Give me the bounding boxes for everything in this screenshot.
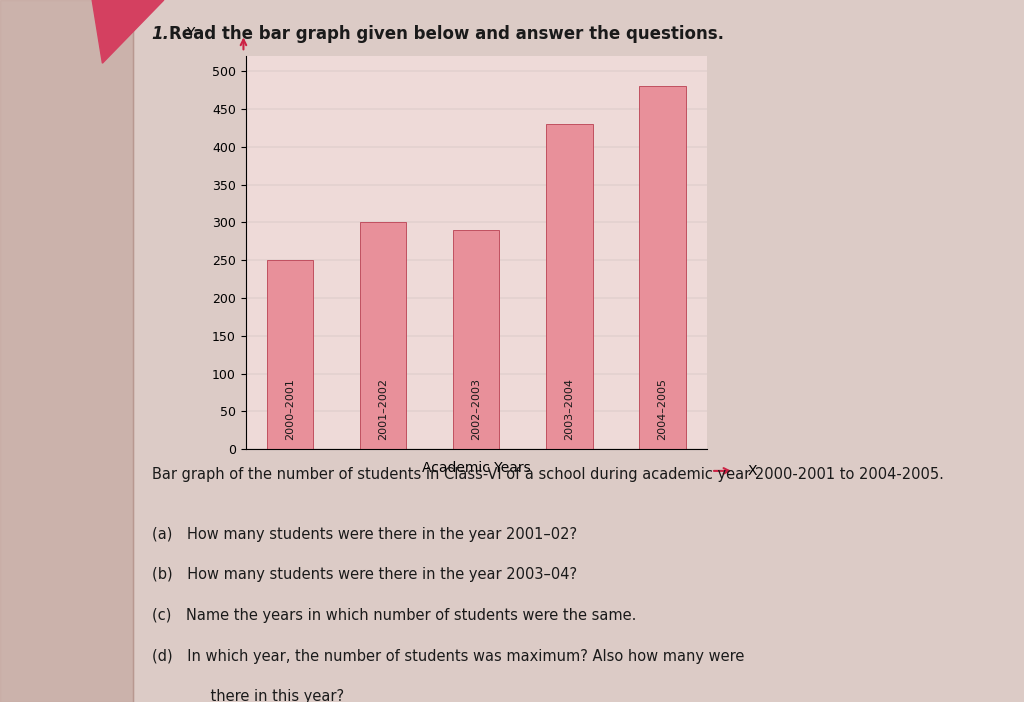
Bar <box>546 124 593 449</box>
Text: there in this year?: there in this year? <box>152 689 344 702</box>
Text: (a) How many students were there in the year 2001–02?: (a) How many students were there in the … <box>152 526 577 541</box>
Bar <box>266 260 313 449</box>
Bar <box>453 230 500 449</box>
Text: (b) How many students were there in the year 2003–04?: (b) How many students were there in the … <box>152 567 577 582</box>
Text: (c) Name the years in which number of students were the same.: (c) Name the years in which number of st… <box>152 608 636 623</box>
Text: Read the bar graph given below and answer the questions.: Read the bar graph given below and answe… <box>169 25 724 43</box>
Text: Bar graph of the number of students in Class-VI of a school during academic year: Bar graph of the number of students in C… <box>152 467 943 482</box>
Bar <box>0 0 133 702</box>
X-axis label: Academic Years: Academic Years <box>422 461 530 475</box>
Bar <box>639 86 686 449</box>
Text: 2001–2002: 2001–2002 <box>378 378 388 440</box>
Text: 2003–2004: 2003–2004 <box>564 378 574 440</box>
Text: Y: Y <box>186 27 195 41</box>
Text: (d) In which year, the number of students was maximum? Also how many were: (d) In which year, the number of student… <box>152 649 743 663</box>
Text: 1.: 1. <box>152 25 170 43</box>
Text: 2002–2003: 2002–2003 <box>471 378 481 440</box>
Text: 2000–2001: 2000–2001 <box>285 378 295 440</box>
Polygon shape <box>92 0 164 63</box>
Text: 2004–2005: 2004–2005 <box>657 378 668 440</box>
Text: X: X <box>748 464 758 478</box>
Bar <box>359 223 407 449</box>
